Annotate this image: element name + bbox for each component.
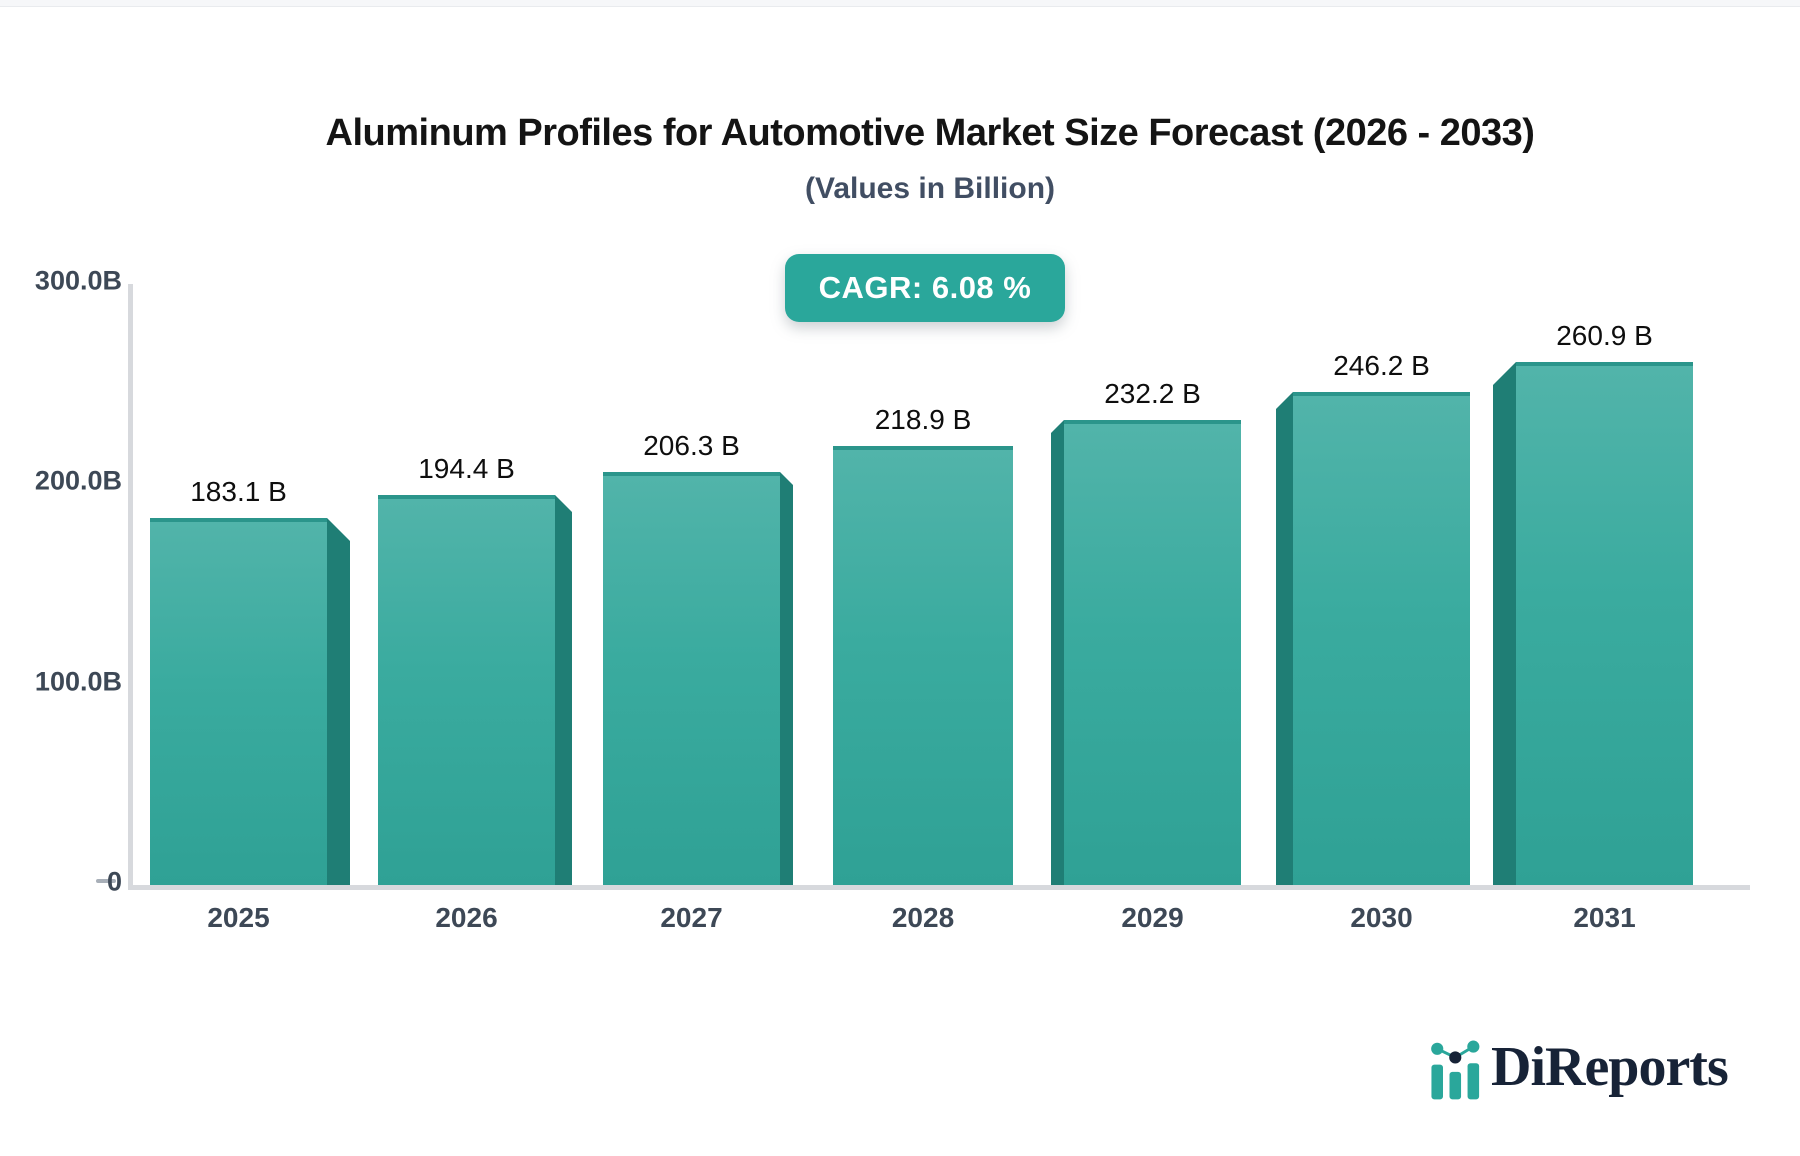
y-tick-0: 0 [106, 866, 122, 897]
y-tick-200.0B: 200.0B [34, 465, 122, 496]
bar-2031[interactable] [1493, 362, 1693, 885]
bar-3d-side [327, 518, 350, 885]
x-tick-2031: 2031 [1573, 902, 1636, 933]
zero-tick-dash [96, 879, 116, 883]
y-tick-300.0B: 300.0B [34, 265, 122, 296]
bar-2028[interactable] [833, 446, 1013, 885]
bar-value-label-2026: 194.4 B [418, 453, 515, 484]
brand-logo[interactable]: DiReports [1430, 1032, 1729, 1102]
bar-2025[interactable] [150, 518, 350, 885]
chart-subtitle: (Values in Billion) [804, 172, 1056, 205]
bar-2026[interactable] [378, 495, 572, 885]
x-tick-2030: 2030 [1350, 902, 1413, 933]
logo-mini-bar-line-chart-icon [1431, 1040, 1480, 1100]
bar-value-label-2027: 206.3 B [643, 430, 740, 461]
page-top-strip [0, 0, 1800, 7]
x-tick-2028: 2028 [891, 902, 955, 933]
x-tick-2025: 2025 [207, 902, 270, 933]
bar-top-edge [603, 472, 780, 476]
bar-top-edge [833, 446, 1013, 450]
bar-3d-side [555, 495, 572, 885]
bar-2027[interactable] [603, 472, 793, 885]
chart-title: Aluminum Profiles for Automotive Market … [325, 112, 1535, 154]
bar-face [150, 518, 327, 885]
bar-face [603, 472, 780, 885]
bar-2030[interactable] [1276, 392, 1470, 885]
y-axis-line [128, 284, 133, 890]
cagr-badge: CAGR: 6.08 % [785, 254, 1065, 322]
bar-3d-side [1493, 362, 1516, 885]
x-tick-2029: 2029 [1121, 902, 1184, 933]
bar-top-edge [1516, 362, 1693, 366]
x-tick-2027: 2027 [660, 902, 723, 933]
bar-face [1293, 392, 1470, 885]
x-axis-line [128, 885, 1750, 890]
bar-value-label-2028: 218.9 B [874, 404, 972, 435]
bar-top-edge [378, 495, 555, 499]
bar-face [1064, 420, 1241, 885]
bar-3d-side [1051, 420, 1064, 885]
bar-value-label-2025: 183.1 B [190, 476, 287, 507]
bar-top-edge [150, 518, 327, 522]
cagr-badge-label: CAGR: 6.08 % [818, 270, 1032, 305]
bar-face [833, 446, 1013, 885]
bar-top-edge [1293, 392, 1470, 396]
bar-value-label-2029: 232.2 B [1104, 378, 1201, 409]
y-tick-100.0B: 100.0B [34, 666, 122, 697]
x-tick-2026: 2026 [435, 902, 498, 933]
bar-2029[interactable] [1051, 420, 1241, 885]
bar-face [1516, 362, 1693, 885]
bar-3d-side [780, 472, 793, 885]
bar-top-edge [1064, 420, 1241, 424]
logo-text: DiReports [1491, 1036, 1729, 1098]
bar-value-label-2030: 246.2 B [1333, 350, 1430, 381]
bar-3d-side [1276, 392, 1293, 885]
bar-value-label-2031: 260.9 B [1556, 320, 1653, 351]
bar-face [378, 495, 555, 885]
